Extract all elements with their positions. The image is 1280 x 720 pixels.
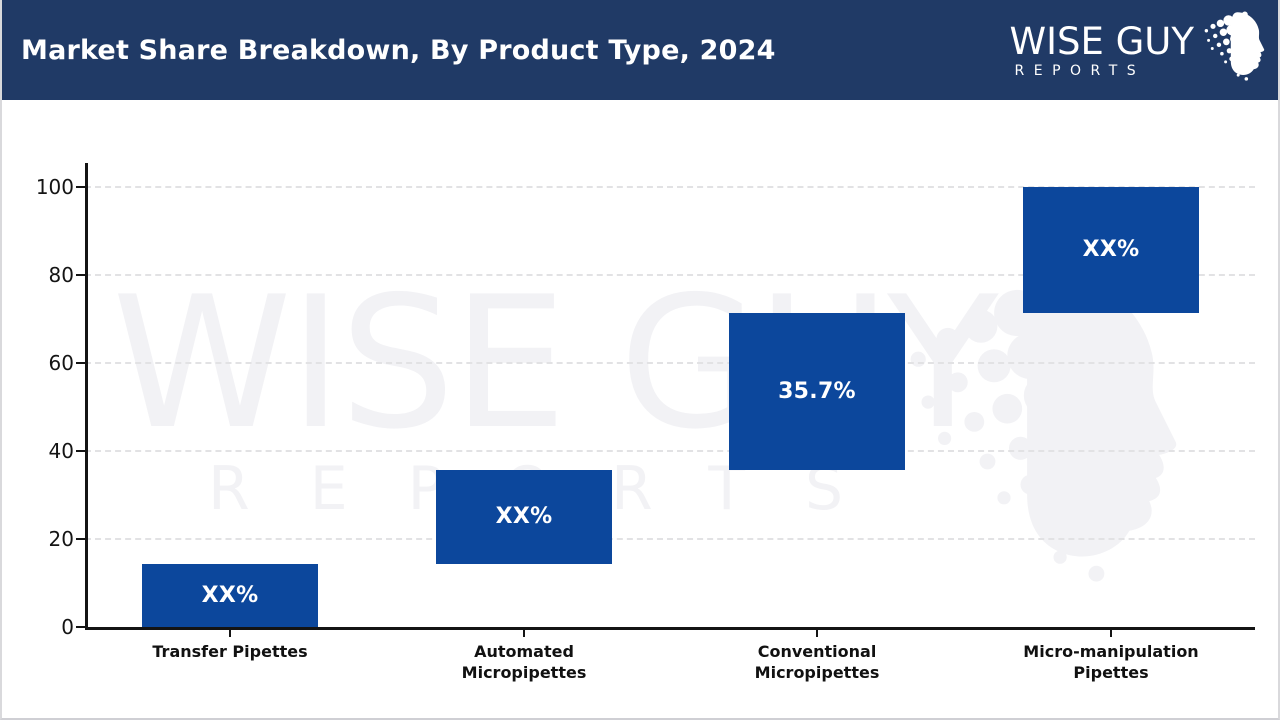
y-axis-tick-label: 0 (61, 615, 74, 639)
bar-value-label: XX% (201, 583, 259, 609)
y-axis-tick-mark (76, 450, 85, 452)
y-axis-tick-label: 20 (48, 527, 74, 551)
y-axis-tick-label: 40 (48, 439, 74, 463)
y-axis-tick-mark (76, 186, 85, 188)
logo-subtitle: REPORTS (1014, 62, 1146, 79)
bar-value-label: 35.7% (778, 378, 856, 404)
x-axis-tick-mark (1110, 629, 1112, 637)
x-axis-line (85, 627, 1255, 630)
x-axis-category-label: Conventional Micropipettes (754, 642, 880, 682)
x-axis-category-label: Transfer Pipettes (152, 642, 308, 661)
y-axis-tick-mark (76, 538, 85, 540)
wise-guy-reports-logo: WISE GUY REPORTS (1010, 8, 1270, 92)
y-axis-tick-label: 60 (48, 351, 74, 375)
y-axis-tick-label: 100 (35, 175, 74, 199)
gridline-y40 (85, 450, 1255, 452)
logo-text: WISE GUY REPORTS (1009, 19, 1194, 79)
gridline-y100 (85, 186, 1255, 188)
x-axis-tick-mark (523, 629, 525, 637)
logo-brand: WISE GUY (1009, 19, 1194, 63)
bar-4-micro-manipulation-pipettes: XX% (1023, 187, 1199, 313)
y-axis-tick-mark (76, 274, 85, 276)
bar-1-transfer-pipettes: XX% (142, 564, 318, 627)
gridline-y20 (85, 538, 1255, 540)
header-bar: Market Share Breakdown, By Product Type,… (0, 0, 1280, 100)
bar-value-label: XX% (495, 504, 553, 530)
x-axis-tick-mark (816, 629, 818, 637)
chart-plot-area: 0 20 40 60 80 100 XX% Transfer Pipettes XX% Autom… (0, 100, 1280, 720)
bar-2-automated-micropipettes: XX% (436, 469, 612, 565)
bar-3-conventional-micropipettes: 35.7% (729, 312, 905, 470)
gridline-y80 (85, 274, 1255, 276)
y-axis-tick-mark (76, 626, 85, 628)
y-axis-tick-label: 80 (48, 263, 74, 287)
x-axis-tick-mark (229, 629, 231, 637)
bar-value-label: XX% (1082, 237, 1140, 263)
x-axis-category-label: Micro-manipulation Pipettes (1023, 642, 1199, 682)
page-title: Market Share Breakdown, By Product Type,… (21, 34, 776, 66)
y-axis-tick-mark (76, 362, 85, 364)
y-axis-line (85, 163, 88, 629)
x-axis-category-label: Automated Micropipettes (461, 642, 587, 682)
gridline-y60 (85, 362, 1255, 364)
dotted-face-icon (1204, 11, 1265, 81)
